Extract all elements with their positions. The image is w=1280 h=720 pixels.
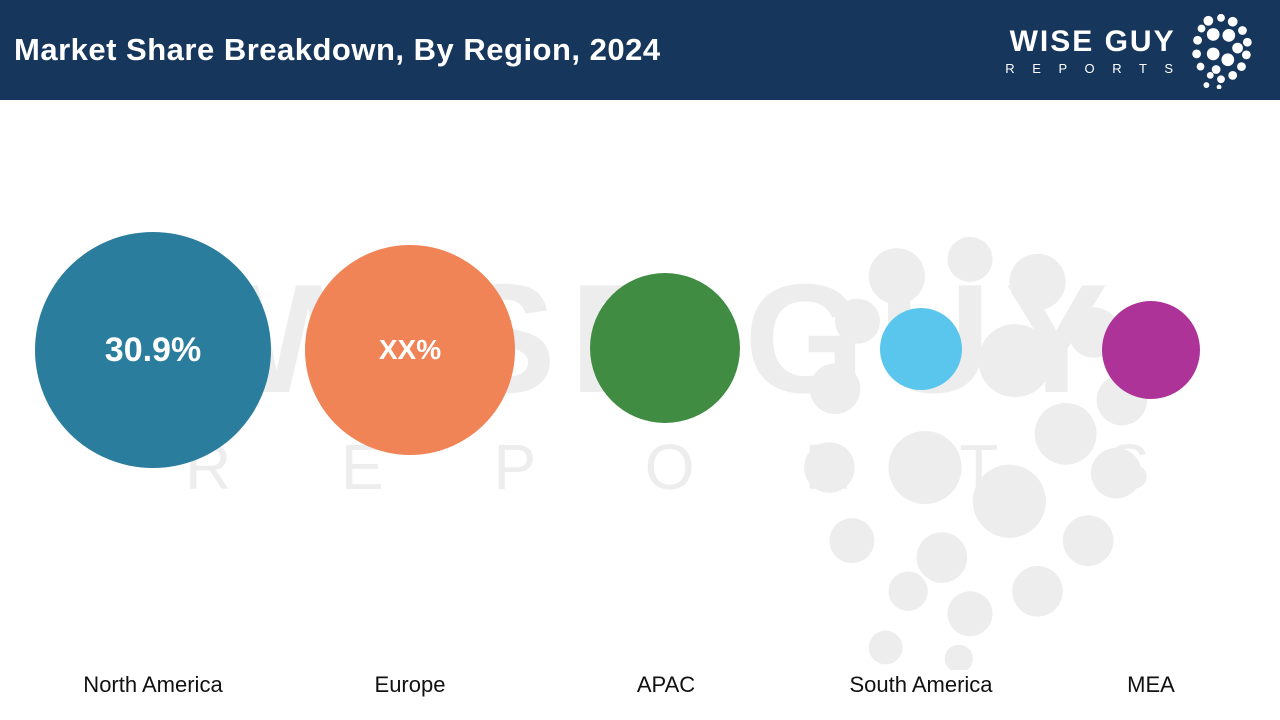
region-label-apac: APAC (636, 672, 696, 697)
region-label-europe: Europe (374, 672, 446, 697)
logo-text: WISE GUY R E P O R T S (1005, 25, 1180, 76)
logo-subtitle: R E P O R T S (1005, 60, 1180, 76)
bubble-europe: XX% (305, 245, 515, 455)
page-title: Market Share Breakdown, By Region, 2024 (14, 31, 661, 67)
logo-wordmark: WISE GUY (1009, 24, 1176, 58)
watermark-head-icon (804, 236, 1148, 670)
header-bar: Market Share Breakdown, By Region, 2024 … (0, 0, 1280, 100)
bubble-mea (1102, 301, 1200, 399)
wiseguy-logo: WISE GUY R E P O R T S (1005, 11, 1256, 89)
bubble-south-america (880, 308, 962, 390)
region-label-north-america: North America (83, 672, 223, 697)
bubble-apac (590, 273, 740, 423)
bubble-value-europe: XX% (378, 334, 442, 365)
bubble-value-north-america: 30.9% (104, 330, 202, 369)
chart-area: WISE GUY R E P O R T S (0, 100, 1280, 720)
bubble-north-america: 30.9% (35, 232, 271, 468)
region-label-mea: MEA (1127, 672, 1175, 697)
logo-head-icon (1192, 13, 1252, 89)
region-label-south-america: South America (849, 672, 993, 697)
watermark-subtitle: R E P O R T S (185, 431, 1196, 503)
